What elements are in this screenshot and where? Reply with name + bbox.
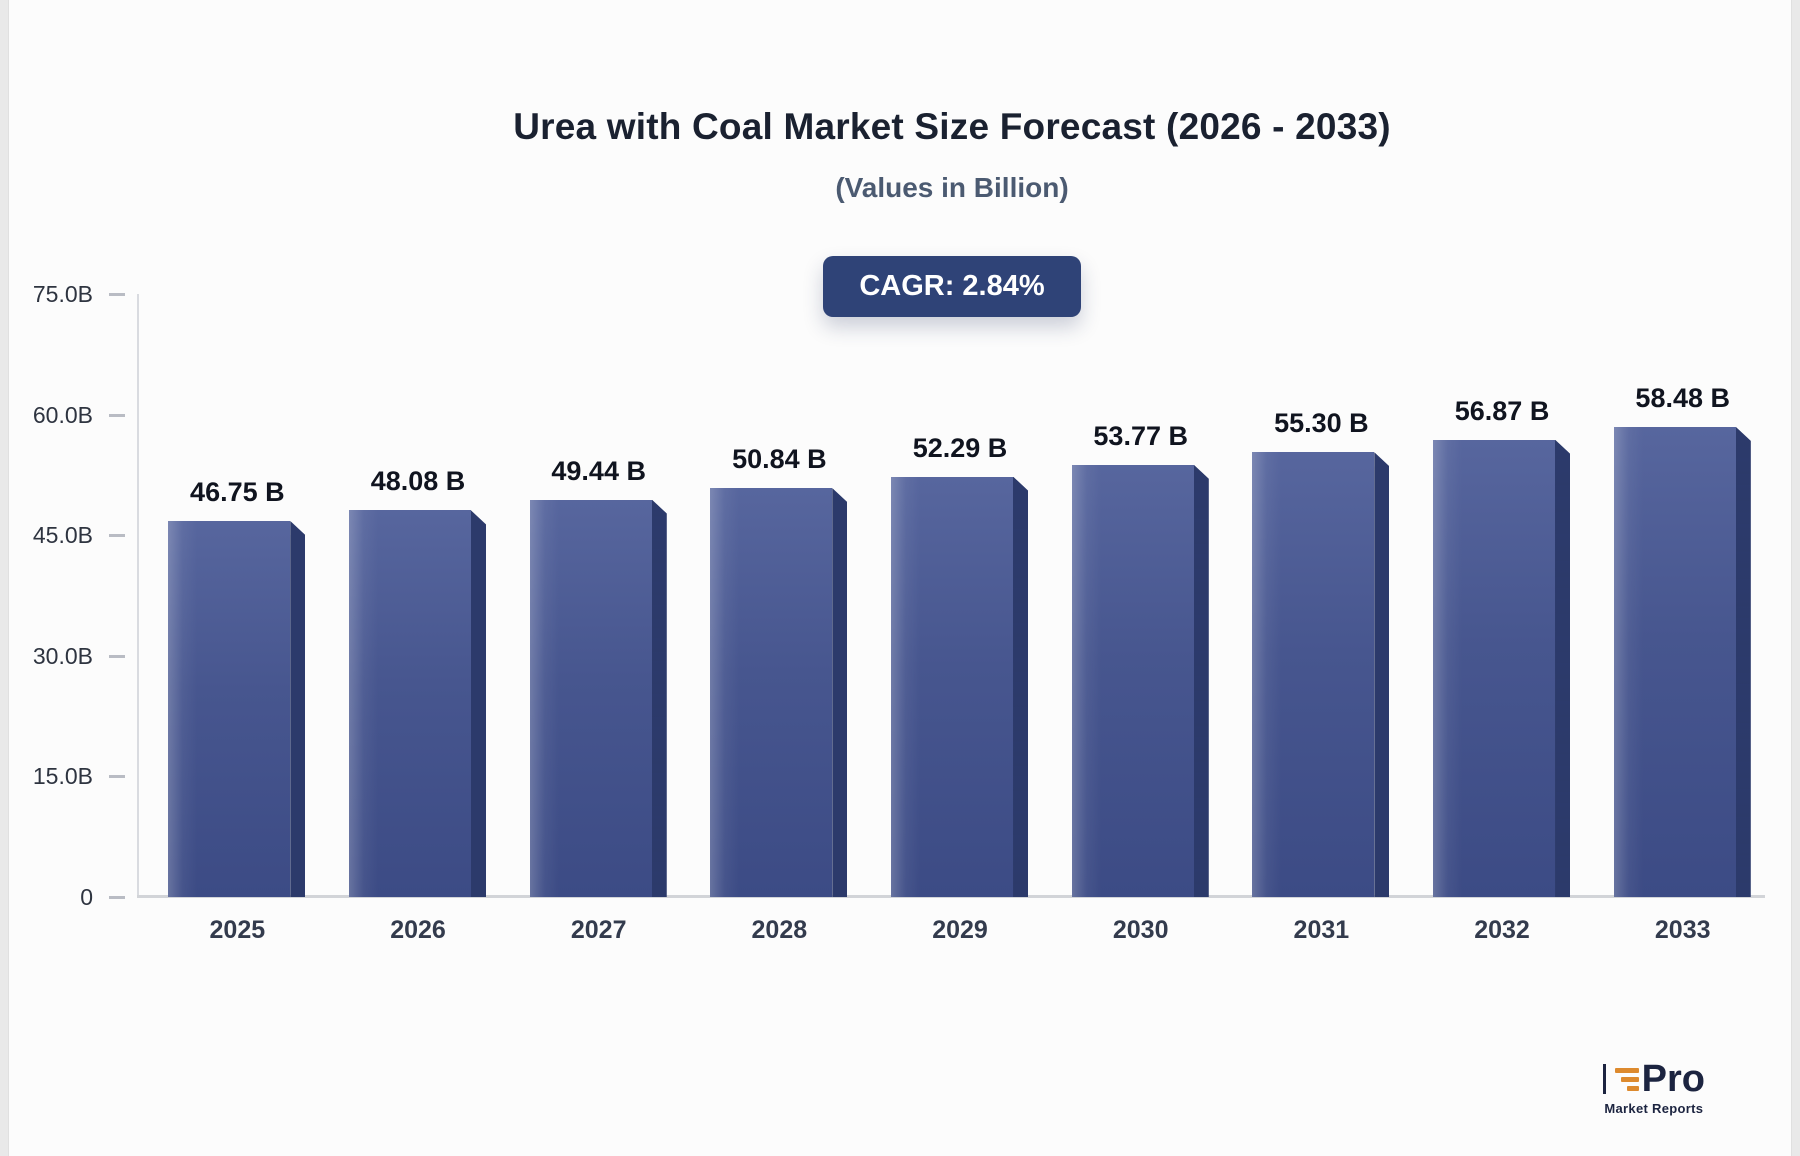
bar-front-face: [168, 521, 291, 897]
bar-value-label: 50.84 B: [732, 444, 827, 475]
bar-front-face: [891, 476, 1014, 897]
logo-top: Pro: [1602, 1058, 1705, 1100]
y-tick-mark: [109, 654, 125, 658]
bar-2031: [1252, 452, 1390, 897]
y-tick-label: 30.0B: [32, 642, 93, 669]
bar-group-2029: 52.29 B: [862, 433, 1043, 897]
bar-2025: [168, 521, 306, 897]
logo-name: Pro: [1641, 1058, 1705, 1100]
y-tick-label: 0: [80, 884, 93, 910]
y-tick-mark: [109, 293, 125, 296]
bar-side-face: [1555, 439, 1571, 897]
x-axis-label-2030: 2030: [1112, 916, 1169, 944]
bar-value-label: 58.48 B: [1635, 382, 1730, 413]
y-tick-label: 75.0B: [32, 281, 93, 307]
bar-value-label: 48.08 B: [370, 466, 466, 497]
chart-canvas: Urea with Coal Market Size Forecast (202…: [8, 0, 1792, 1156]
x-axis-label-2032: 2032: [1474, 916, 1530, 944]
bar-side-face: [1374, 452, 1390, 897]
chart-subtitle: (Values in Billion): [835, 172, 1069, 203]
y-tick-mark: [109, 534, 125, 538]
bar-series: 46.75 B 48.08 B 49.44 B 50.84 B 52.29 B 53.77…: [139, 294, 1765, 897]
x-axis-label-2027: 2027: [570, 916, 627, 944]
bar-group-2026: 48.08 B: [320, 466, 501, 897]
bar-front-face: [349, 510, 471, 897]
bar-group-2032: 56.87 B: [1404, 396, 1585, 897]
bar-group-2030: 53.77 B: [1042, 421, 1223, 897]
y-axis: 0 15.0B 30.0B 45.0B 60.0B 75.0B: [9, 281, 137, 910]
x-axis-label-2029: 2029: [932, 916, 988, 944]
bar-side-face: [1735, 426, 1751, 897]
stacked-bars-icon: [1602, 1064, 1639, 1094]
bar-side-face: [651, 499, 667, 897]
bar-2028: [710, 488, 848, 897]
bar-2027: [529, 499, 667, 897]
logo-subtext: Market Reports: [1604, 1101, 1704, 1116]
bar-side-face: [1013, 476, 1029, 897]
bar-value-label: 55.30 B: [1274, 408, 1369, 439]
bar-front-face: [710, 488, 833, 897]
bar-group-2025: 46.75 B: [139, 477, 320, 897]
y-tick-label: 45.0B: [32, 522, 93, 549]
x-axis-label-2031: 2031: [1293, 916, 1350, 944]
bar-group-2031: 55.30 B: [1223, 408, 1404, 897]
bar-value-label: 52.29 B: [912, 432, 1008, 463]
y-tick-mark: [109, 896, 125, 899]
bar-side-face: [832, 488, 848, 897]
x-axis-label-2033: 2033: [1654, 916, 1711, 944]
bar-2032: [1433, 439, 1571, 897]
bar-2030: [1071, 464, 1209, 897]
bar-group-2033: 58.48 B: [1584, 383, 1765, 897]
bar-2033: [1613, 426, 1751, 897]
bar-front-face: [1433, 439, 1556, 897]
x-axis-label-2028: 2028: [751, 916, 808, 944]
bar-side-face: [1193, 464, 1209, 897]
bar-side-face: [471, 510, 486, 897]
y-tick-mark: [109, 413, 125, 417]
bar-front-face: [1252, 452, 1375, 897]
y-axis-line: [137, 294, 139, 897]
bar-group-2027: 49.44 B: [500, 456, 681, 897]
chart-title: Urea with Coal Market Size Forecast (202…: [513, 106, 1391, 147]
bar-2026: [349, 510, 486, 897]
y-tick-mark: [109, 775, 125, 779]
bar-front-face: [529, 499, 652, 897]
cagr-badge-row: CAGR: 2.84%: [139, 256, 1765, 317]
x-axis-label-2025: 2025: [209, 916, 266, 944]
bar-value-label: 46.75 B: [190, 477, 285, 508]
logo: Pro Market Reports: [1602, 1058, 1705, 1116]
y-tick-label: 60.0B: [32, 401, 93, 428]
bar-group-2028: 50.84 B: [681, 444, 862, 897]
bar-front-face: [1071, 464, 1194, 897]
bar-front-face: [1613, 426, 1736, 897]
x-axis-labels: 2025 2026 2027 2028 2029 2030 2031 2032 2033: [139, 916, 1765, 945]
bar-side-face: [290, 521, 306, 897]
bar-value-label: 49.44 B: [551, 455, 646, 486]
bar-2029: [891, 476, 1029, 897]
cagr-badge: CAGR: 2.84%: [823, 256, 1081, 317]
bar-value-label: 53.77 B: [1093, 420, 1188, 451]
x-axis-label-2026: 2026: [390, 916, 446, 944]
y-tick-label: 15.0B: [32, 763, 93, 790]
bar-value-label: 56.87 B: [1454, 395, 1550, 426]
